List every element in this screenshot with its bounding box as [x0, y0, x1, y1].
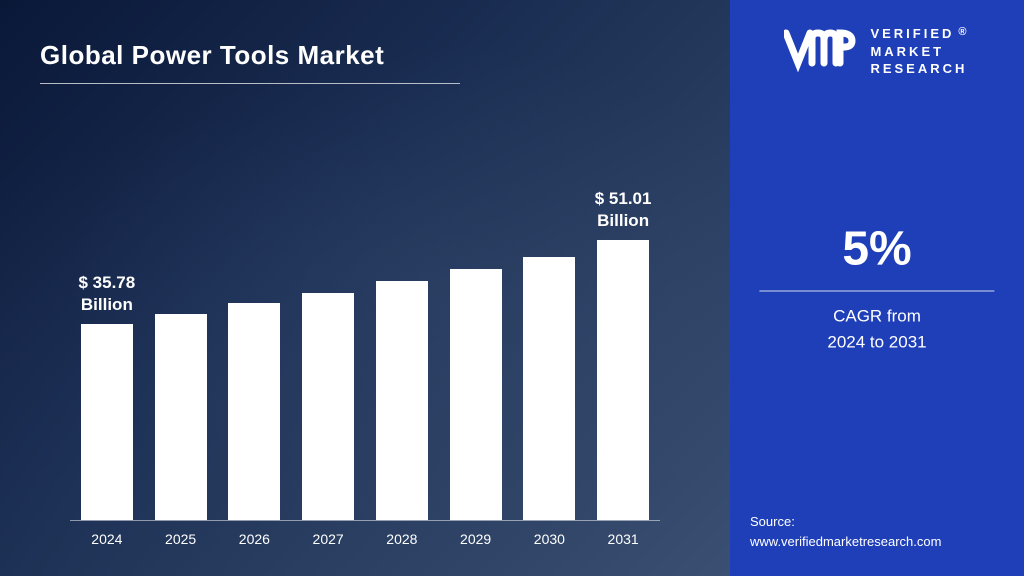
source-url: www.verifiedmarketresearch.com	[750, 532, 941, 552]
bar-wrapper	[291, 293, 365, 520]
cagr-text: CAGR from 2024 to 2031	[759, 304, 994, 355]
x-axis-label: 2030	[513, 523, 587, 551]
bar	[302, 293, 354, 520]
x-axis-label: 2025	[144, 523, 218, 551]
x-axis-labels: 20242025202620272028202920302031	[70, 523, 660, 551]
bars-container: $ 35.78Billion $ 51.01Billion	[70, 161, 660, 521]
chart-area: $ 35.78Billion$ 51.01Billion 20242025202…	[50, 111, 680, 551]
bar	[597, 240, 649, 520]
title-underline	[40, 83, 460, 84]
cagr-value: 5%	[759, 222, 994, 287]
bar-wrapper	[513, 257, 587, 520]
bar-value-label-last: $ 51.01Billion	[595, 188, 652, 232]
main-chart-panel: Global Power Tools Market $ 35.78Billion…	[0, 0, 730, 576]
bar	[155, 314, 207, 520]
bar-value-label-first: $ 35.78Billion	[79, 272, 136, 316]
bar-wrapper	[439, 269, 513, 520]
x-axis-label: 2028	[365, 523, 439, 551]
bar	[81, 324, 133, 520]
side-panel: VERIFIED ® MARKET RESEARCH 5% CAGR from 2…	[730, 0, 1024, 576]
logo-text: VERIFIED ® MARKET RESEARCH	[870, 25, 969, 78]
bar	[228, 303, 280, 520]
source-block: Source: www.verifiedmarketresearch.com	[750, 512, 941, 551]
brand-line3: RESEARCH	[870, 61, 967, 76]
source-label: Source:	[750, 512, 941, 532]
bar-wrapper	[365, 281, 439, 520]
x-axis-label: 2027	[291, 523, 365, 551]
x-axis-label: 2029	[439, 523, 513, 551]
cagr-line2: 2024 to 2031	[827, 332, 926, 351]
bar-wrapper: $ 51.01Billion	[586, 240, 660, 520]
bar	[450, 269, 502, 520]
bar-wrapper	[218, 303, 292, 520]
bar	[523, 257, 575, 520]
brand-logo: VERIFIED ® MARKET RESEARCH	[750, 25, 1004, 78]
registered-mark: ®	[958, 26, 969, 38]
bar-wrapper: $ 35.78Billion	[70, 324, 144, 520]
brand-line1: VERIFIED	[870, 26, 954, 41]
brand-line2: MARKET	[870, 44, 944, 59]
cagr-line1: CAGR from	[833, 307, 921, 326]
cagr-divider	[759, 291, 994, 292]
x-axis-label: 2026	[218, 523, 292, 551]
logo-mark-icon	[784, 25, 862, 73]
chart-title: Global Power Tools Market	[40, 40, 384, 81]
bar	[376, 281, 428, 520]
x-axis-label: 2024	[70, 523, 144, 551]
bar-wrapper	[144, 314, 218, 520]
cagr-block: 5% CAGR from 2024 to 2031	[759, 222, 994, 355]
x-axis-label: 2031	[586, 523, 660, 551]
